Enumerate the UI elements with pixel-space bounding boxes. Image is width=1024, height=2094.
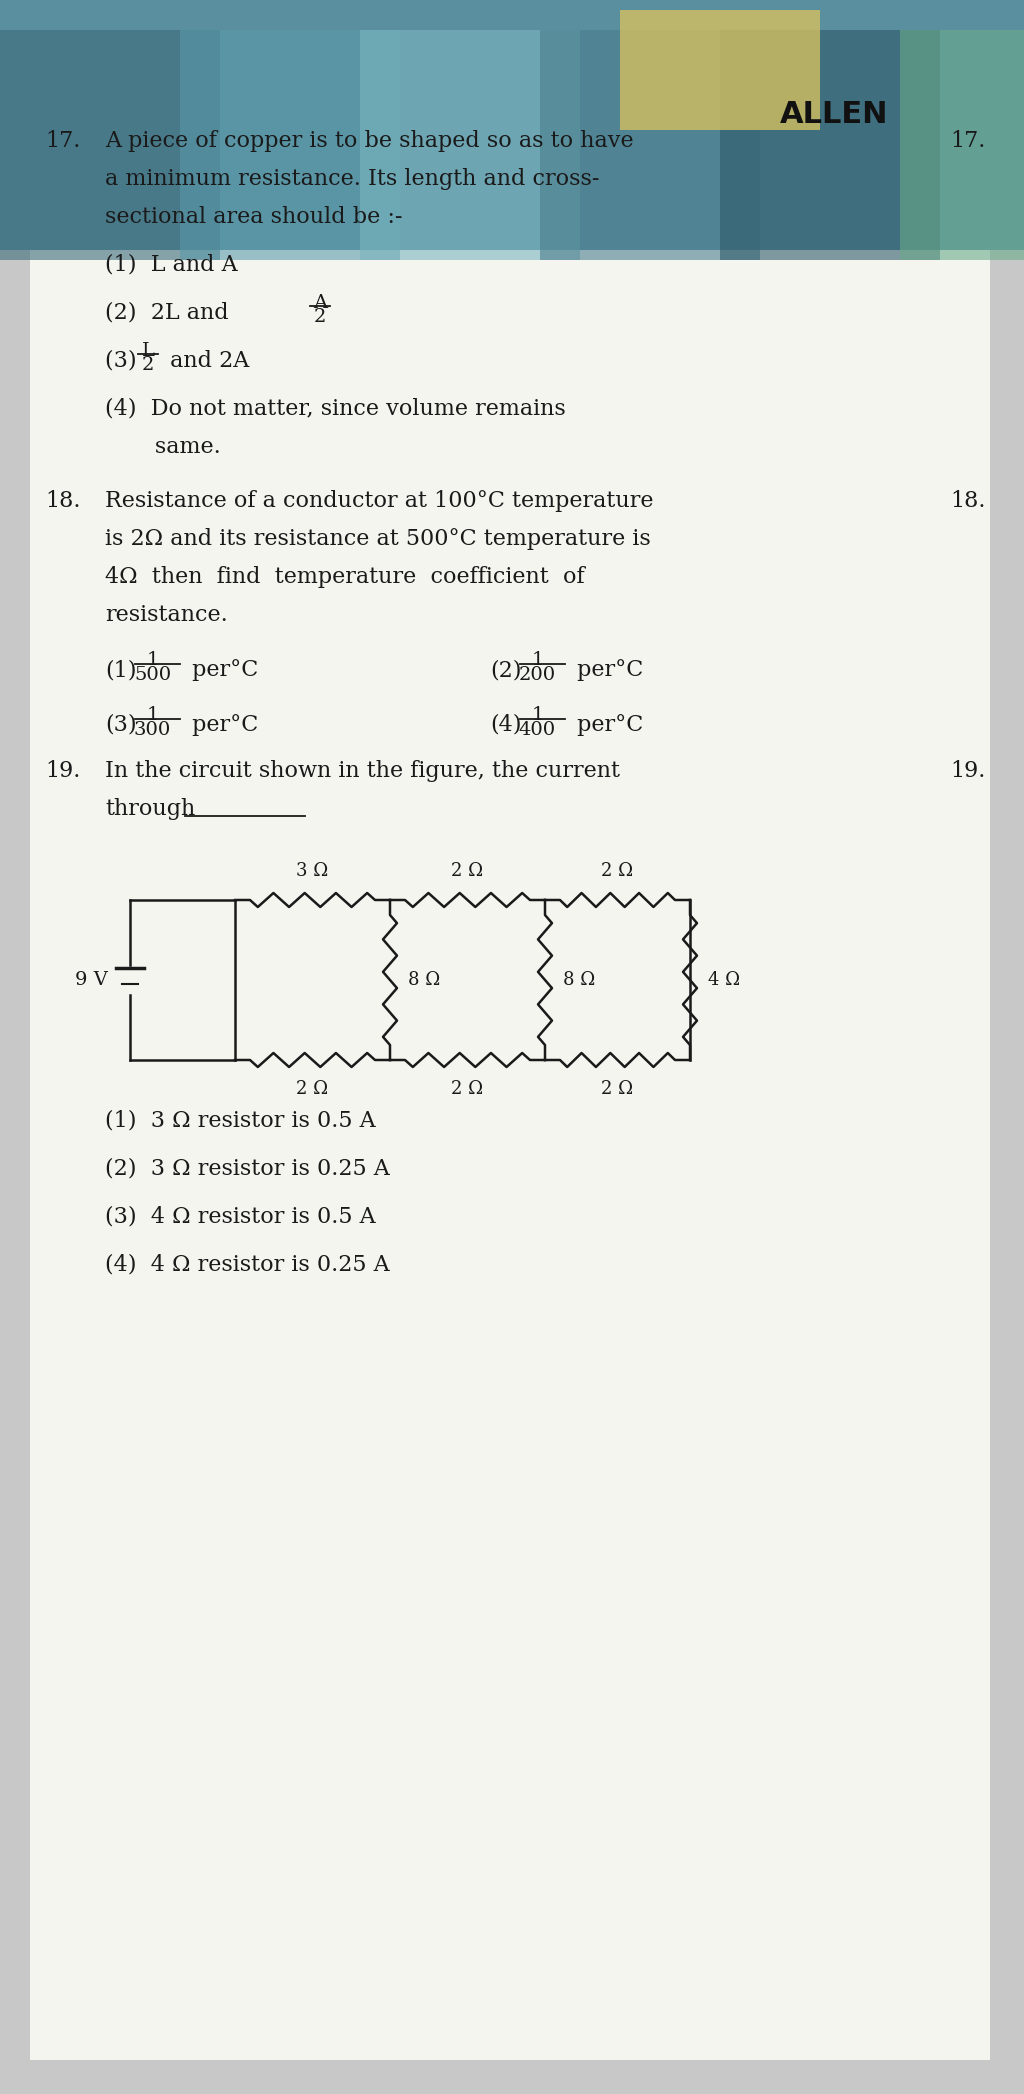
Text: sectional area should be :-: sectional area should be :- bbox=[105, 205, 402, 228]
Text: 1: 1 bbox=[531, 651, 544, 668]
Text: 2 Ω: 2 Ω bbox=[601, 1081, 634, 1097]
Text: (3): (3) bbox=[105, 350, 151, 373]
FancyBboxPatch shape bbox=[0, 29, 220, 260]
Text: Resistance of a conductor at 100°C temperature: Resistance of a conductor at 100°C tempe… bbox=[105, 490, 653, 513]
Text: 9 V: 9 V bbox=[75, 972, 108, 988]
Text: (1): (1) bbox=[105, 660, 136, 681]
FancyBboxPatch shape bbox=[0, 0, 1024, 249]
Text: (2)  3 Ω resistor is 0.25 A: (2) 3 Ω resistor is 0.25 A bbox=[105, 1158, 390, 1181]
Text: A piece of copper is to be shaped so as to have: A piece of copper is to be shaped so as … bbox=[105, 130, 634, 153]
Text: and 2A: and 2A bbox=[163, 350, 249, 373]
Text: 2: 2 bbox=[141, 356, 155, 375]
Text: 3 Ω: 3 Ω bbox=[296, 863, 329, 879]
Text: 2 Ω: 2 Ω bbox=[296, 1081, 329, 1097]
Text: 19.: 19. bbox=[950, 760, 985, 781]
Text: 17.: 17. bbox=[45, 130, 80, 153]
Text: 8 Ω: 8 Ω bbox=[563, 972, 595, 988]
Text: 17.: 17. bbox=[950, 130, 985, 153]
Text: 4 Ω: 4 Ω bbox=[708, 972, 740, 988]
Text: 2 Ω: 2 Ω bbox=[601, 863, 634, 879]
Text: is 2Ω and its resistance at 500°C temperature is: is 2Ω and its resistance at 500°C temper… bbox=[105, 528, 650, 551]
Text: 18.: 18. bbox=[45, 490, 81, 513]
Text: 2: 2 bbox=[313, 308, 327, 327]
Text: (4): (4) bbox=[490, 714, 521, 735]
Text: 2 Ω: 2 Ω bbox=[452, 1081, 483, 1097]
Text: 8 Ω: 8 Ω bbox=[408, 972, 440, 988]
FancyBboxPatch shape bbox=[900, 29, 1024, 260]
Text: per°C: per°C bbox=[570, 660, 643, 681]
Text: per°C: per°C bbox=[570, 714, 643, 735]
Text: (1)  L and A: (1) L and A bbox=[105, 253, 238, 276]
FancyBboxPatch shape bbox=[30, 80, 990, 2060]
Text: (3)  4 Ω resistor is 0.5 A: (3) 4 Ω resistor is 0.5 A bbox=[105, 1206, 376, 1227]
Text: a minimum resistance. Its length and cross-: a minimum resistance. Its length and cro… bbox=[105, 168, 599, 191]
Text: 1: 1 bbox=[146, 706, 159, 725]
Text: 19.: 19. bbox=[45, 760, 80, 781]
Text: 4Ω  then  find  temperature  coefficient  of: 4Ω then find temperature coefficient of bbox=[105, 565, 585, 588]
FancyBboxPatch shape bbox=[360, 29, 580, 260]
Text: per°C: per°C bbox=[185, 714, 258, 735]
Text: 1: 1 bbox=[146, 651, 159, 668]
FancyBboxPatch shape bbox=[540, 29, 760, 260]
Text: 300: 300 bbox=[134, 720, 171, 739]
Text: In the circuit shown in the figure, the current: In the circuit shown in the figure, the … bbox=[105, 760, 620, 781]
Text: A: A bbox=[313, 293, 327, 312]
Text: resistance.: resistance. bbox=[105, 603, 227, 626]
FancyBboxPatch shape bbox=[720, 29, 940, 260]
Text: ALLEN: ALLEN bbox=[780, 101, 889, 130]
Text: (4)  4 Ω resistor is 0.25 A: (4) 4 Ω resistor is 0.25 A bbox=[105, 1254, 389, 1275]
Text: 400: 400 bbox=[519, 720, 556, 739]
Text: through: through bbox=[105, 798, 196, 821]
Text: 1: 1 bbox=[531, 706, 544, 725]
Text: (3): (3) bbox=[105, 714, 136, 735]
Text: 200: 200 bbox=[519, 666, 556, 685]
Text: same.: same. bbox=[105, 436, 221, 459]
FancyBboxPatch shape bbox=[180, 29, 400, 260]
Text: (2)  2L and: (2) 2L and bbox=[105, 302, 236, 325]
Text: 2 Ω: 2 Ω bbox=[452, 863, 483, 879]
FancyBboxPatch shape bbox=[620, 10, 820, 130]
Text: 500: 500 bbox=[134, 666, 171, 685]
Text: (2): (2) bbox=[490, 660, 521, 681]
Text: L: L bbox=[141, 341, 155, 360]
Text: (4)  Do not matter, since volume remains: (4) Do not matter, since volume remains bbox=[105, 398, 565, 421]
Text: 18.: 18. bbox=[950, 490, 985, 513]
Text: per°C: per°C bbox=[185, 660, 258, 681]
Text: (1)  3 Ω resistor is 0.5 A: (1) 3 Ω resistor is 0.5 A bbox=[105, 1110, 376, 1133]
